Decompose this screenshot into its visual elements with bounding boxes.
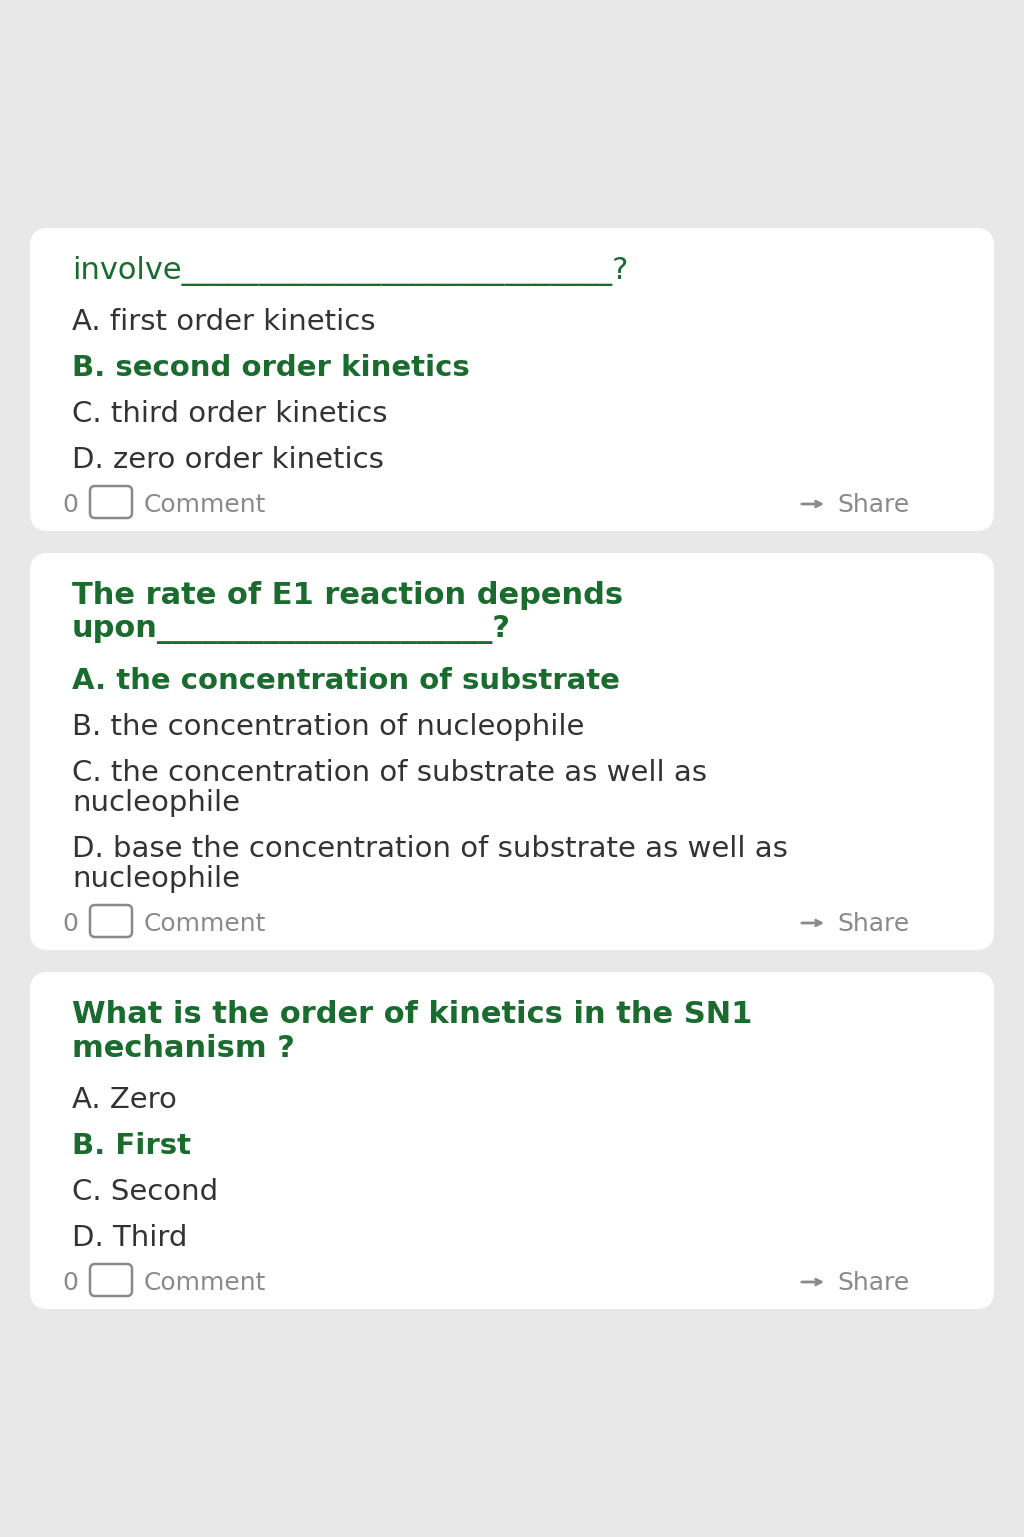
Text: Share: Share — [837, 911, 909, 936]
Text: 0: 0 — [62, 493, 78, 516]
FancyBboxPatch shape — [30, 971, 994, 1310]
Text: Comment: Comment — [144, 1271, 266, 1296]
Text: Share: Share — [837, 1271, 909, 1296]
FancyBboxPatch shape — [90, 486, 132, 518]
Text: D. zero order kinetics: D. zero order kinetics — [72, 446, 384, 473]
Text: involve____________________________?: involve____________________________? — [72, 257, 629, 286]
Text: 0: 0 — [62, 1271, 78, 1296]
Text: D. Third: D. Third — [72, 1223, 187, 1253]
FancyBboxPatch shape — [90, 905, 132, 938]
FancyBboxPatch shape — [30, 227, 994, 530]
Text: B. the concentration of nucleophile: B. the concentration of nucleophile — [72, 713, 585, 741]
Text: What is the order of kinetics in the SN1: What is the order of kinetics in the SN1 — [72, 1001, 753, 1028]
Text: nucleophile: nucleophile — [72, 865, 240, 893]
Text: C. Second: C. Second — [72, 1177, 218, 1207]
Text: A. first order kinetics: A. first order kinetics — [72, 307, 376, 337]
Text: upon______________________?: upon______________________? — [72, 615, 511, 644]
Text: B. First: B. First — [72, 1131, 191, 1160]
Text: mechanism ?: mechanism ? — [72, 1034, 295, 1064]
Text: A. the concentration of substrate: A. the concentration of substrate — [72, 667, 620, 695]
Text: The rate of E1 reaction depends: The rate of E1 reaction depends — [72, 581, 624, 610]
Text: Share: Share — [837, 493, 909, 516]
Text: Comment: Comment — [144, 493, 266, 516]
Text: Comment: Comment — [144, 911, 266, 936]
Text: nucleophile: nucleophile — [72, 788, 240, 818]
Text: C. the concentration of substrate as well as: C. the concentration of substrate as wel… — [72, 759, 707, 787]
FancyBboxPatch shape — [90, 1263, 132, 1296]
Text: A. Zero: A. Zero — [72, 1087, 177, 1114]
Text: 0: 0 — [62, 911, 78, 936]
Text: D. base the concentration of substrate as well as: D. base the concentration of substrate a… — [72, 835, 787, 862]
FancyBboxPatch shape — [30, 553, 994, 950]
Text: B. second order kinetics: B. second order kinetics — [72, 354, 470, 383]
Text: C. third order kinetics: C. third order kinetics — [72, 400, 387, 427]
